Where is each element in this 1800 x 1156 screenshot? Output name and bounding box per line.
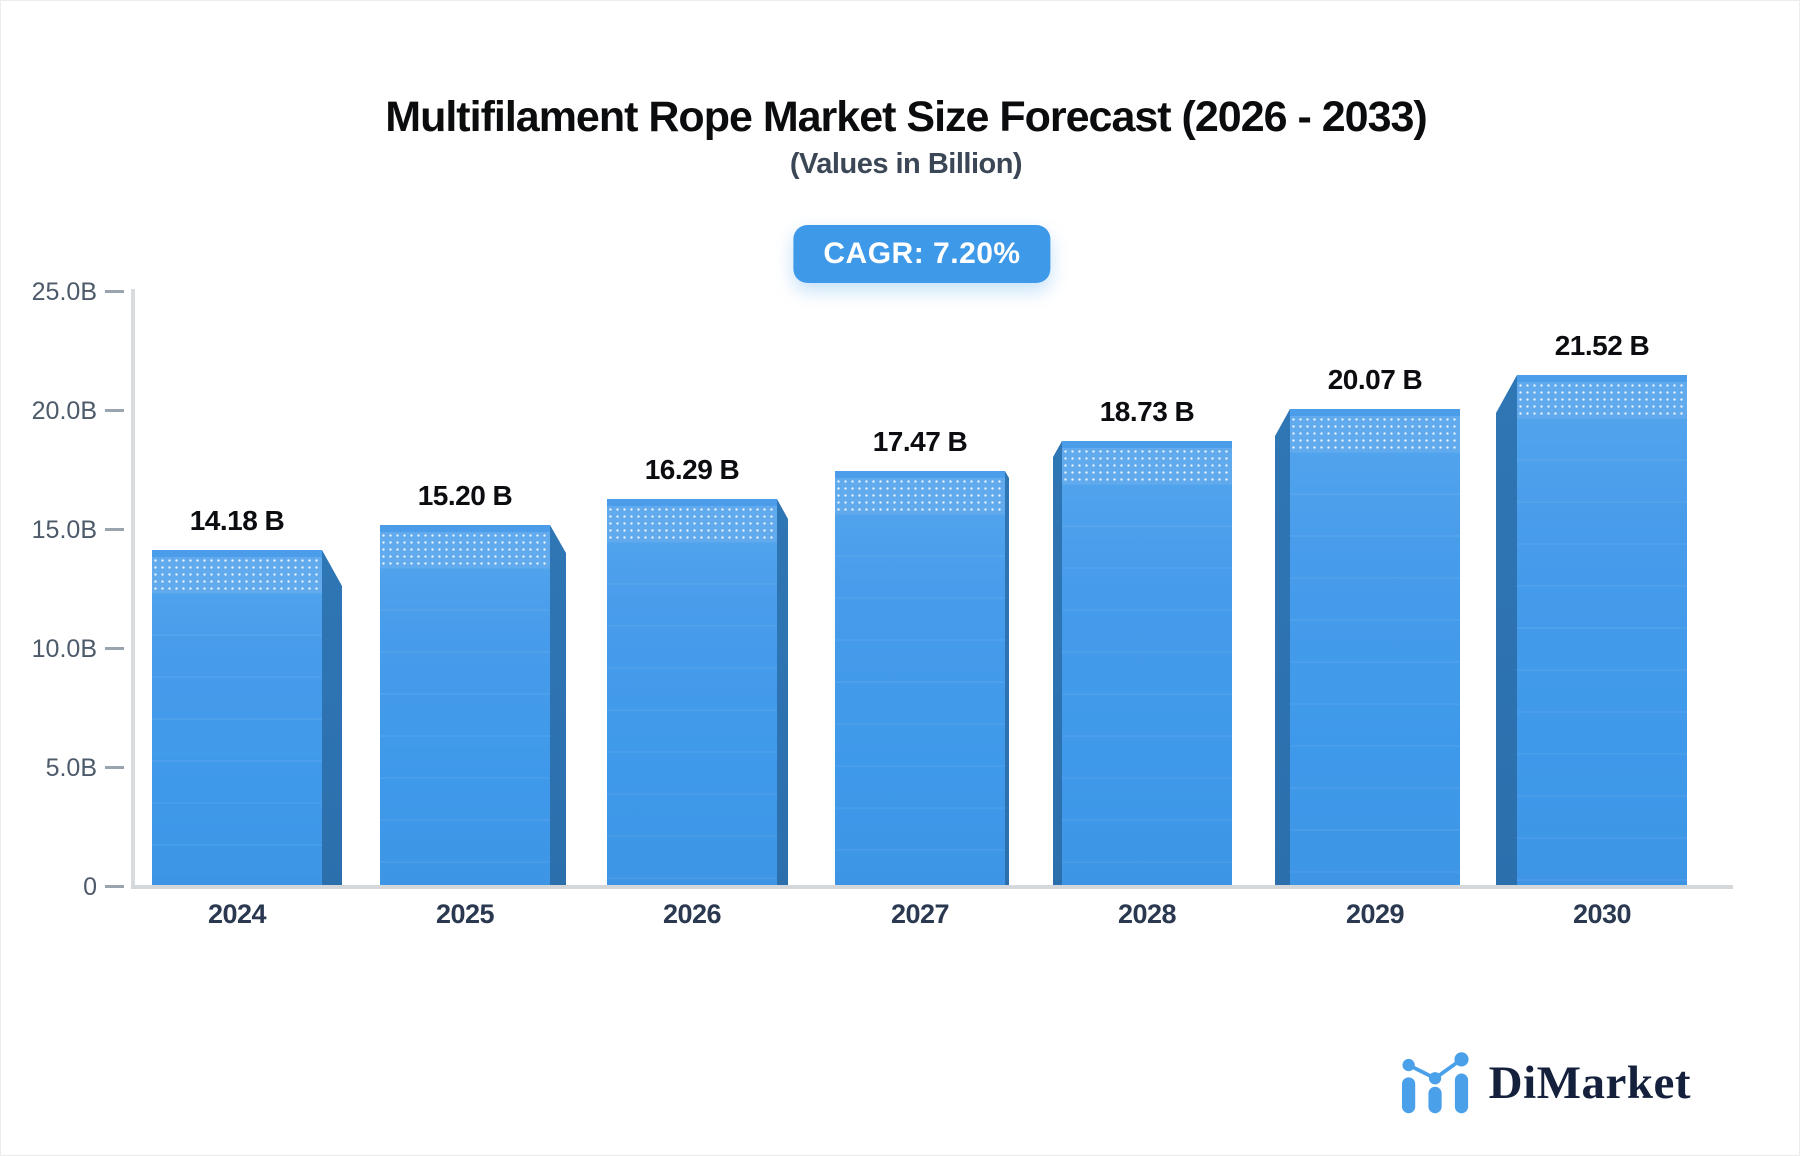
mini-bar-chart-icon xyxy=(1401,1052,1469,1114)
bar-2026 xyxy=(607,499,777,885)
x-tick-label-2024: 2024 xyxy=(207,899,267,929)
bar-2024 xyxy=(152,550,322,885)
y-tick-label: 0 xyxy=(83,873,97,901)
x-tick-label-2027: 2027 xyxy=(890,899,950,929)
x-tick-label-2029: 2029 xyxy=(1345,899,1405,929)
bar-3d-side xyxy=(1005,471,1009,885)
bar-3d-side xyxy=(1496,375,1517,885)
bar-2029 xyxy=(1290,409,1460,885)
cagr-badge: CAGR: 7.20% xyxy=(793,225,1051,283)
bar-top-edge xyxy=(152,550,322,557)
bar-top-edge xyxy=(1290,409,1460,416)
page-subtitle: (Values in Billion) xyxy=(789,148,1023,180)
bar-value-label: 16.29 B xyxy=(644,454,740,485)
bar-value-label: 14.18 B xyxy=(189,505,285,536)
y-tick-mark xyxy=(105,766,124,769)
bar-value-label: 21.52 B xyxy=(1554,330,1650,361)
cagr-badge-label: CAGR: 7.20% xyxy=(823,237,1021,270)
bar-value-label: 18.73 B xyxy=(1099,396,1195,427)
y-tick-mark xyxy=(105,885,124,888)
bar-top-texture xyxy=(835,478,1005,514)
bar-top-texture xyxy=(152,557,322,593)
bar-top-texture xyxy=(1517,382,1687,418)
bar-3d-side xyxy=(550,525,566,885)
bar-top-texture xyxy=(1290,416,1460,452)
bar-top-edge xyxy=(835,471,1005,478)
bar-top-edge xyxy=(1062,441,1232,448)
bar-3d-side xyxy=(322,550,342,885)
y-tick-label: 5.0B xyxy=(45,754,97,782)
y-tick-label: 10.0B xyxy=(31,635,97,663)
x-tick-label-2028: 2028 xyxy=(1117,899,1177,929)
bar-top-edge xyxy=(607,499,777,506)
x-axis-line xyxy=(131,885,1733,889)
y-tick-mark xyxy=(105,528,124,531)
y-tick-mark xyxy=(105,647,124,650)
x-tick-label-2030: 2030 xyxy=(1572,899,1632,929)
bar-2028 xyxy=(1062,441,1232,885)
y-tick-label: 15.0B xyxy=(31,516,97,544)
x-tick-label-2025: 2025 xyxy=(435,899,495,929)
page-title: Multifilament Rope Market Size Forecast … xyxy=(385,93,1427,141)
y-tick-mark xyxy=(105,290,124,293)
x-tick-label-2026: 2026 xyxy=(662,899,722,929)
bar-3d-side xyxy=(1275,409,1290,885)
bar-top-edge xyxy=(380,525,550,532)
y-tick-label: 20.0B xyxy=(31,397,97,425)
bar-2030 xyxy=(1517,375,1687,885)
y-tick-label: 25.0B xyxy=(31,278,97,306)
bar-2025 xyxy=(380,525,550,885)
y-tick-mark xyxy=(105,409,124,412)
bar-top-texture xyxy=(1062,448,1232,484)
bar-value-label: 20.07 B xyxy=(1327,364,1423,395)
bar-value-label: 17.47 B xyxy=(872,426,968,457)
bar-3d-side xyxy=(1053,441,1062,885)
bar-top-edge xyxy=(1517,375,1687,382)
bar-2027 xyxy=(835,471,1005,885)
bar-top-texture xyxy=(607,506,777,542)
bar-top-texture xyxy=(380,532,550,568)
brand-logo: DiMarket xyxy=(1396,1049,1691,1117)
bar-value-label: 15.20 B xyxy=(417,480,513,511)
brand-logo-text: DiMarket xyxy=(1488,1056,1691,1109)
bar-3d-side xyxy=(777,499,788,885)
y-axis-line xyxy=(131,289,135,887)
